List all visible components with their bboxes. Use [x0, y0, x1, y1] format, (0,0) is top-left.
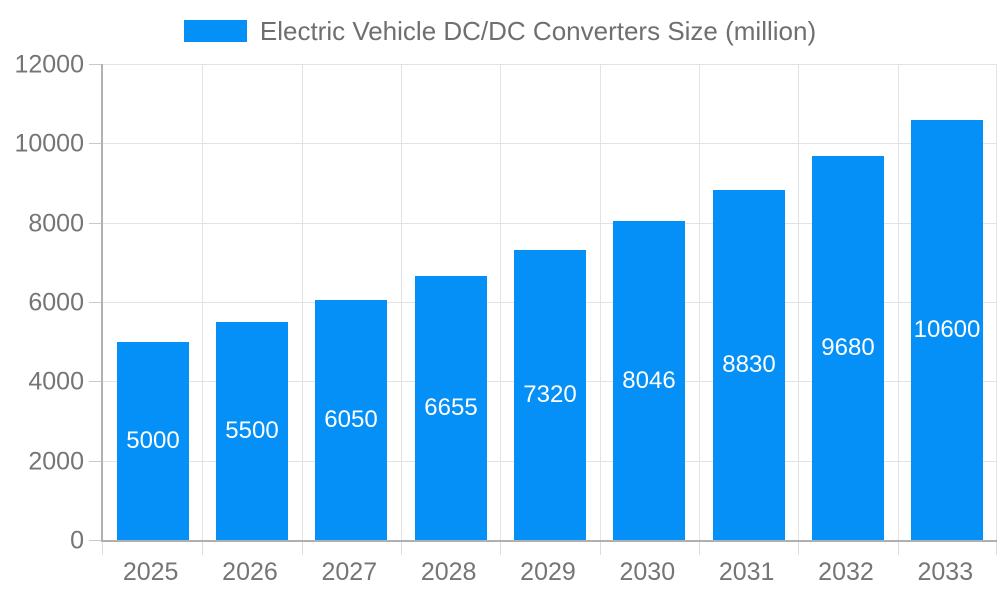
bar-2027[interactable]: 6050	[315, 300, 387, 540]
y-axis-tick-label: 0	[70, 526, 84, 555]
gridline-y-12000	[103, 64, 997, 65]
bar-2029[interactable]: 7320	[514, 250, 586, 540]
chart-legend[interactable]: Electric Vehicle DC/DC Converters Size (…	[0, 14, 1000, 48]
x-tick	[898, 542, 899, 555]
bar-2026[interactable]: 5500	[216, 322, 288, 540]
x-tick	[302, 542, 303, 555]
x-tick	[600, 542, 601, 555]
x-tick	[996, 542, 997, 555]
bar-value-label: 5500	[225, 417, 279, 444]
bar-value-label: 6050	[324, 406, 378, 433]
y-axis-tick-label: 6000	[28, 288, 84, 317]
gridline-x-boundary	[202, 64, 203, 540]
gridline-x-boundary	[600, 64, 601, 540]
y-axis-tick-label: 4000	[28, 367, 84, 396]
bar-2032[interactable]: 9680	[812, 156, 884, 540]
bar-2031[interactable]: 8830	[713, 190, 785, 540]
y-tick-12000	[89, 64, 101, 65]
x-axis-tick-label: 2029	[520, 558, 576, 586]
x-axis-tick-label: 2033	[917, 558, 974, 586]
x-axis-tick-label: 2026	[222, 558, 278, 586]
y-axis-tick-label: 12000	[14, 50, 84, 79]
x-axis-tick-label: 2027	[321, 558, 378, 586]
gridline-x-boundary	[996, 64, 997, 540]
x-tick	[202, 542, 203, 555]
gridline-x-boundary	[500, 64, 501, 540]
legend-label: Electric Vehicle DC/DC Converters Size (…	[259, 15, 817, 46]
bar-2033[interactable]: 10600	[911, 120, 983, 540]
legend-swatch-icon	[183, 20, 247, 42]
x-axis-tick-label: 2028	[420, 558, 477, 586]
gridline-y-10000	[103, 143, 997, 145]
bar-2025[interactable]: 5000	[117, 342, 189, 540]
y-tick-0	[89, 540, 101, 541]
bar-value-label: 6655	[424, 394, 478, 421]
y-tick-2000	[89, 460, 101, 462]
bar-2030[interactable]: 8046	[613, 221, 685, 540]
gridline-x-boundary	[401, 64, 402, 540]
y-tick-6000	[89, 302, 101, 303]
gridline-x-boundary	[302, 64, 303, 540]
y-tick-4000	[89, 381, 101, 383]
bar-value-label: 8830	[722, 351, 776, 378]
bar-value-label: 8046	[622, 366, 676, 394]
x-axis-tick-label: 2025	[122, 558, 179, 586]
x-tick	[401, 542, 402, 555]
bar-value-label: 7320	[523, 381, 577, 408]
bar-2028[interactable]: 6655	[415, 276, 487, 540]
bar-value-label: 9680	[821, 334, 875, 361]
plot-area: 5000 5500 6050 6655 7320 8046 8830 9680 10600	[89, 64, 997, 555]
x-tick	[798, 542, 799, 555]
x-tick	[500, 542, 501, 555]
x-tick	[699, 542, 700, 555]
bar-value-label: 5000	[126, 427, 180, 454]
x-tick	[102, 542, 103, 555]
y-axis-tick-label: 2000	[28, 447, 84, 476]
gridline-x-boundary	[798, 64, 799, 540]
y-tick-8000	[89, 222, 101, 224]
gridline-y-8000	[103, 222, 997, 224]
y-tick-10000	[89, 143, 101, 145]
x-axis-tick-label: 2030	[619, 558, 676, 586]
bar-value-label: 10600	[913, 316, 981, 343]
y-axis-tick-label: 10000	[14, 129, 84, 158]
y-axis-tick-label: 8000	[28, 209, 84, 238]
gridline-x-boundary	[699, 64, 700, 540]
x-axis-tick-label: 2032	[818, 558, 874, 586]
x-axis-tick-label: 2031	[718, 558, 775, 586]
gridline-x-boundary	[898, 64, 899, 540]
